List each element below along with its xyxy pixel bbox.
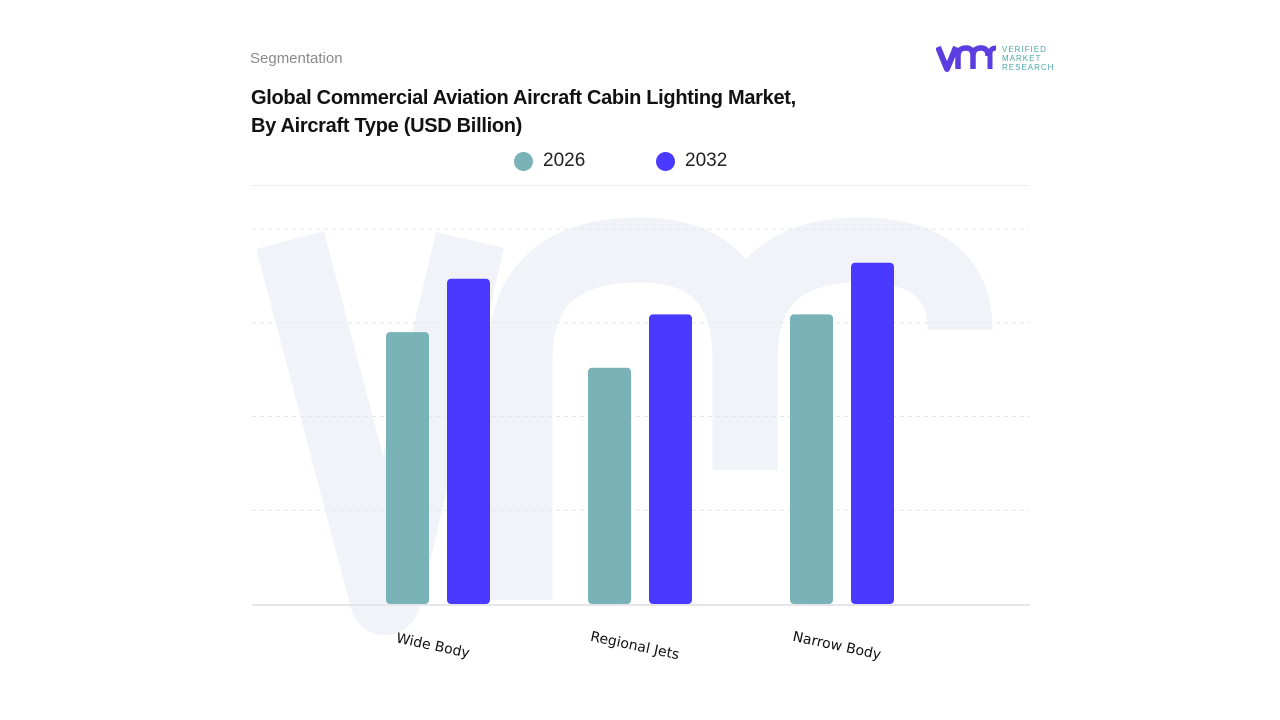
watermark-logo	[256, 217, 993, 635]
bar-regional-jets-2032	[649, 314, 692, 604]
legend-label-2026: 2026	[543, 150, 586, 171]
header-divider	[250, 185, 1030, 186]
title-line-1: Global Commercial Aviation Aircraft Cabi…	[251, 87, 796, 109]
legend-item-2026: 2026	[514, 150, 585, 172]
bar-narrow-body-2026	[790, 314, 833, 604]
section-label: Segmentation	[250, 50, 343, 67]
logo-line-1: VERIFIED	[1002, 44, 1047, 54]
x-tick-label: Wide Body	[395, 630, 471, 661]
logo-line-2: MARKET	[1002, 53, 1042, 63]
chart-title: Global Commercial Aviation Aircraft Cabi…	[251, 84, 796, 140]
x-tick-label: Narrow Body	[791, 629, 882, 663]
bar-regional-jets-2026	[588, 367, 631, 604]
bar-wide-body-2026	[386, 332, 429, 604]
logo-line-3: RESEARCH	[1002, 62, 1055, 72]
bar-narrow-body-2032	[851, 262, 894, 604]
x-tick-label: Regional Jets	[589, 629, 681, 663]
bar-wide-body-2032	[447, 278, 490, 604]
legend-label-2032: 2032	[685, 150, 728, 171]
legend-dot-2032	[656, 151, 675, 171]
vmr-logo-icon	[936, 45, 997, 72]
legend-dot-2026	[514, 151, 533, 171]
legend-item-2032: 2032	[656, 150, 727, 172]
vmr-logo: VERIFIED MARKET RESEARCH	[936, 44, 1054, 72]
legend: 2026 2032	[0, 150, 1280, 174]
title-line-2: By Aircraft Type (USD Billion)	[251, 115, 523, 137]
